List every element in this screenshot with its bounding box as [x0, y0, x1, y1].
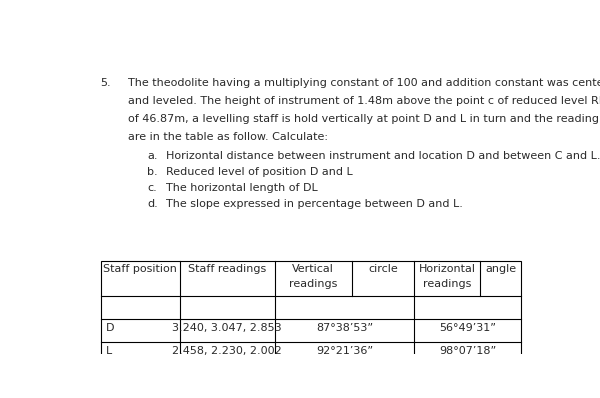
- Text: b.: b.: [147, 167, 158, 177]
- Text: of 46.87m, a levelling staff is hold vertically at point D and L in turn and the: of 46.87m, a levelling staff is hold ver…: [128, 114, 599, 124]
- Text: Horizontal distance between instrument and location D and between C and L.: Horizontal distance between instrument a…: [166, 151, 600, 161]
- Text: The slope expressed in percentage between D and L.: The slope expressed in percentage betwee…: [166, 199, 463, 209]
- Text: 56°49’31”: 56°49’31”: [439, 323, 496, 333]
- Text: D: D: [106, 323, 115, 333]
- Text: a.: a.: [147, 151, 158, 161]
- Text: The horizontal length of DL: The horizontal length of DL: [166, 183, 317, 193]
- Text: circle: circle: [368, 264, 398, 274]
- Text: Reduced level of position D and L: Reduced level of position D and L: [166, 167, 352, 177]
- Text: readings: readings: [423, 279, 471, 289]
- Text: and leveled. The height of instrument of 1.48m above the point c of reduced leve: and leveled. The height of instrument of…: [128, 96, 600, 106]
- Text: The theodolite having a multiplying constant of 100 and addition constant was ce: The theodolite having a multiplying cons…: [128, 78, 600, 88]
- Text: Staff readings: Staff readings: [188, 264, 266, 274]
- Bar: [101, 261, 521, 365]
- Text: angle: angle: [485, 264, 516, 274]
- Text: Staff position: Staff position: [103, 264, 177, 274]
- Text: readings: readings: [289, 279, 337, 289]
- Text: 87°38’53”: 87°38’53”: [316, 323, 373, 333]
- Text: 98°07’18”: 98°07’18”: [439, 345, 497, 356]
- Text: 3.240, 3.047, 2.853: 3.240, 3.047, 2.853: [172, 323, 282, 333]
- Text: L: L: [106, 345, 112, 356]
- Text: c.: c.: [147, 183, 157, 193]
- Text: are in the table as follow. Calculate:: are in the table as follow. Calculate:: [128, 132, 328, 142]
- Text: Horizontal: Horizontal: [419, 264, 476, 274]
- Text: d.: d.: [147, 199, 158, 209]
- Text: Vertical: Vertical: [292, 264, 334, 274]
- Text: 92°21’36”: 92°21’36”: [316, 345, 373, 356]
- Text: 2.458, 2.230, 2.002: 2.458, 2.230, 2.002: [172, 345, 282, 356]
- Text: 5.: 5.: [101, 78, 111, 88]
